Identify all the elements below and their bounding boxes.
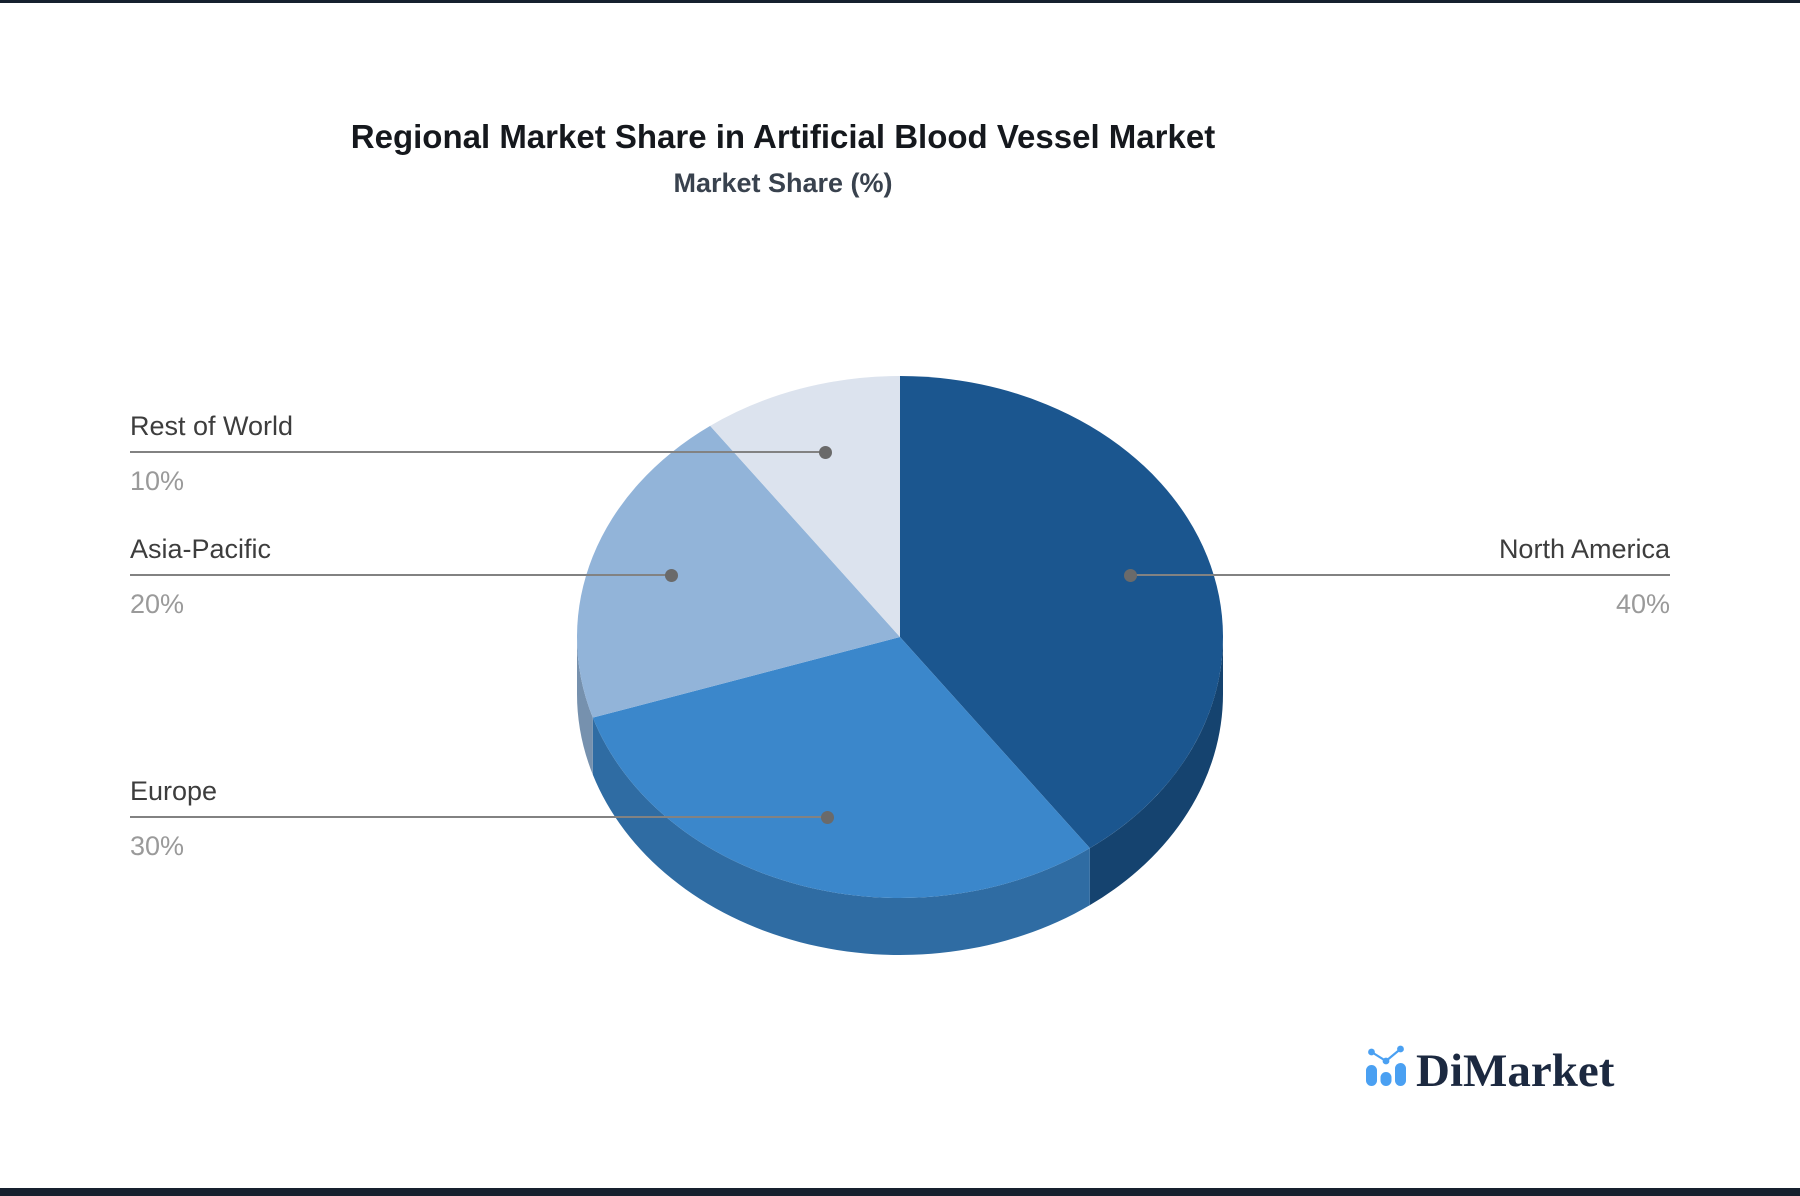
leader-dot (1123, 568, 1137, 582)
leader-line (130, 816, 827, 818)
leader-line (1130, 574, 1670, 576)
pie-slice-rest-of-world[interactable] (710, 376, 900, 637)
leader-dot (820, 810, 834, 824)
slice-value: 40% (1615, 589, 1670, 619)
pie-slice-side-europe[interactable] (592, 717, 1090, 955)
pie-slice-side-north-america[interactable] (1089, 637, 1223, 906)
slice-label: Asia-Pacific (130, 534, 272, 564)
leader-dot (818, 445, 832, 459)
bottom-border-bar (0, 1188, 1800, 1196)
pie-slice-north-america[interactable] (900, 376, 1223, 849)
top-border-bar (0, 0, 1800, 3)
slice-label: North America (1498, 534, 1670, 564)
pie-slice-side-asia-pacific[interactable] (577, 637, 593, 775)
slice-value: 10% (130, 466, 185, 496)
pie-slice-europe[interactable] (592, 637, 1090, 898)
brand-logo: DiMarket (1364, 1040, 1674, 1110)
slice-label: Rest of World (130, 411, 294, 441)
leader-dot (664, 568, 678, 582)
bar-line-chart-icon (1366, 1045, 1406, 1086)
pie-slice-asia-pacific[interactable] (577, 425, 900, 718)
leader-line (130, 574, 671, 576)
slice-label: Europe (130, 776, 218, 806)
leader-line (130, 451, 825, 453)
slice-value: 20% (130, 589, 185, 619)
logo-text: DiMarket (1416, 1045, 1615, 1097)
slice-value: 30% (130, 831, 185, 861)
